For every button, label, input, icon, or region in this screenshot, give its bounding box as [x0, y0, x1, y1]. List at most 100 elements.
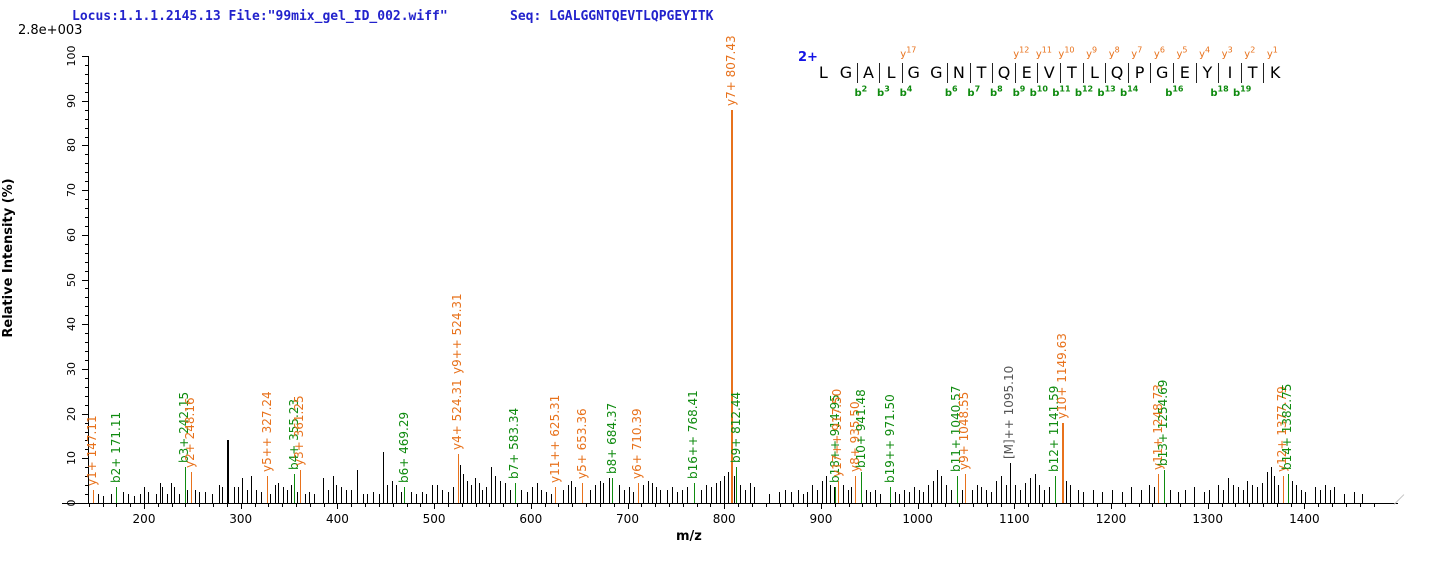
spectrum-peak: [401, 491, 403, 503]
peak-label: y1+ 147.11: [85, 415, 100, 486]
y-major-tick: [82, 503, 88, 504]
y-minor-tick: [84, 449, 88, 451]
spectrum-peak: [246, 489, 248, 503]
spectrum-peak: [546, 491, 548, 503]
spectrum-peak: [848, 489, 849, 503]
spectrum-peak: [1218, 485, 1220, 503]
y-ion-label: y10: [1058, 46, 1075, 61]
x-minor-tick: [406, 503, 408, 507]
x-minor-tick: [1290, 503, 1292, 507]
peak-label: y2+ 248.16: [183, 397, 198, 468]
x-minor-tick: [1069, 503, 1071, 507]
x-minor-tick: [682, 503, 684, 507]
x-minor-tick: [1166, 503, 1168, 507]
spectrum-peak: [155, 494, 157, 503]
spectrum-peak: [204, 491, 206, 503]
spectrum-peak: [785, 489, 787, 503]
y-ion-label: y7: [1131, 46, 1143, 61]
x-minor-tick: [959, 503, 960, 507]
spectrum-peak: [327, 489, 329, 503]
fragment-marker: [879, 63, 881, 83]
y-minor-tick: [84, 360, 88, 361]
spectrum-peak: [1131, 487, 1133, 503]
spectrum-peak: [167, 494, 169, 503]
x-axis-title: m/z: [676, 529, 702, 544]
x-minor-tick: [862, 503, 864, 507]
spectrum-peak: [1228, 478, 1229, 503]
spectrum-peak: [437, 485, 438, 503]
y-tick-label: 60: [65, 227, 78, 242]
b-ion-label: b11: [1052, 85, 1071, 100]
x-minor-tick: [254, 503, 256, 507]
spectrum-peak: [908, 491, 910, 503]
x-minor-tick: [1193, 503, 1195, 507]
spectrum-peak-labeled: [299, 469, 301, 503]
x-minor-tick: [1263, 503, 1264, 507]
spectrum-peak: [1274, 476, 1276, 503]
fragment-marker: [1082, 63, 1084, 83]
peak-label: y9++ 524.31: [450, 293, 465, 374]
x-tick-label: 500: [422, 512, 446, 526]
x-minor-tick: [517, 503, 518, 507]
spectrum-peak: [332, 476, 334, 503]
spectrum-peak: [256, 489, 258, 503]
spectrum-peak: [681, 489, 683, 503]
x-major-tick: [530, 503, 532, 509]
spectrum-peak-labeled: [890, 487, 891, 503]
spectrum-peak: [346, 489, 348, 503]
spectrum-peak: [567, 485, 569, 503]
x-minor-tick: [1180, 503, 1182, 507]
spectrum-peak: [843, 485, 845, 503]
spectrum-peak: [986, 489, 988, 503]
spectrum-peak: [127, 494, 129, 503]
fragment-marker: [901, 63, 903, 83]
y-minor-tick: [84, 485, 88, 487]
x-minor-tick: [1373, 503, 1375, 507]
spectrum-peak: [667, 489, 669, 503]
y-minor-tick: [84, 377, 88, 379]
spectrum-peak: [261, 491, 262, 503]
x-major-tick: [1111, 503, 1112, 509]
spectrum-peak: [134, 496, 136, 503]
x-minor-tick: [447, 503, 449, 507]
spectrum-peak: [1291, 480, 1293, 503]
spectrum-peak-labeled: [294, 473, 296, 503]
spectrum-peak: [672, 487, 673, 503]
spectrum-peak: [551, 494, 553, 503]
spectrum-peak: [504, 482, 506, 503]
spectrum-peak: [623, 489, 625, 503]
residue-letter: K: [1269, 63, 1281, 82]
x-minor-tick: [848, 503, 850, 507]
spectrum-peak: [1170, 489, 1171, 503]
spectrum-peak: [802, 494, 804, 503]
spectrum-peak-labeled: [1158, 473, 1160, 503]
y-axis-title: Relative Intensity (%): [1, 178, 16, 338]
spectrum-peak: [1324, 485, 1326, 503]
spectrum-peak: [870, 491, 872, 503]
peak-label: b2+ 171.11: [108, 412, 123, 484]
b-ion-label: b8: [990, 85, 1003, 100]
peak-label: y10+ 1149.63: [1054, 332, 1069, 419]
spectrum-peak: [923, 491, 925, 503]
spectrum-peak: [415, 494, 417, 503]
residue-letter: L: [1089, 63, 1099, 82]
spectrum-peak: [1102, 491, 1104, 503]
y-minor-tick: [84, 109, 88, 111]
spectrum-peak: [296, 491, 298, 503]
spectrum-peak: [866, 489, 868, 503]
x-minor-tick: [213, 503, 215, 507]
spectrum-peak: [825, 476, 827, 503]
y-minor-tick: [84, 261, 88, 263]
y-ion-label: y17: [900, 46, 917, 61]
x-major-tick: [337, 503, 339, 509]
x-major-tick: [434, 503, 436, 509]
x-tick-label: 900: [809, 512, 833, 526]
x-minor-tick: [1041, 503, 1043, 507]
spectrum-peak: [1177, 491, 1179, 503]
x-minor-tick: [972, 503, 974, 507]
residue-letter: Q: [1110, 63, 1124, 82]
y-minor-tick: [84, 243, 88, 245]
